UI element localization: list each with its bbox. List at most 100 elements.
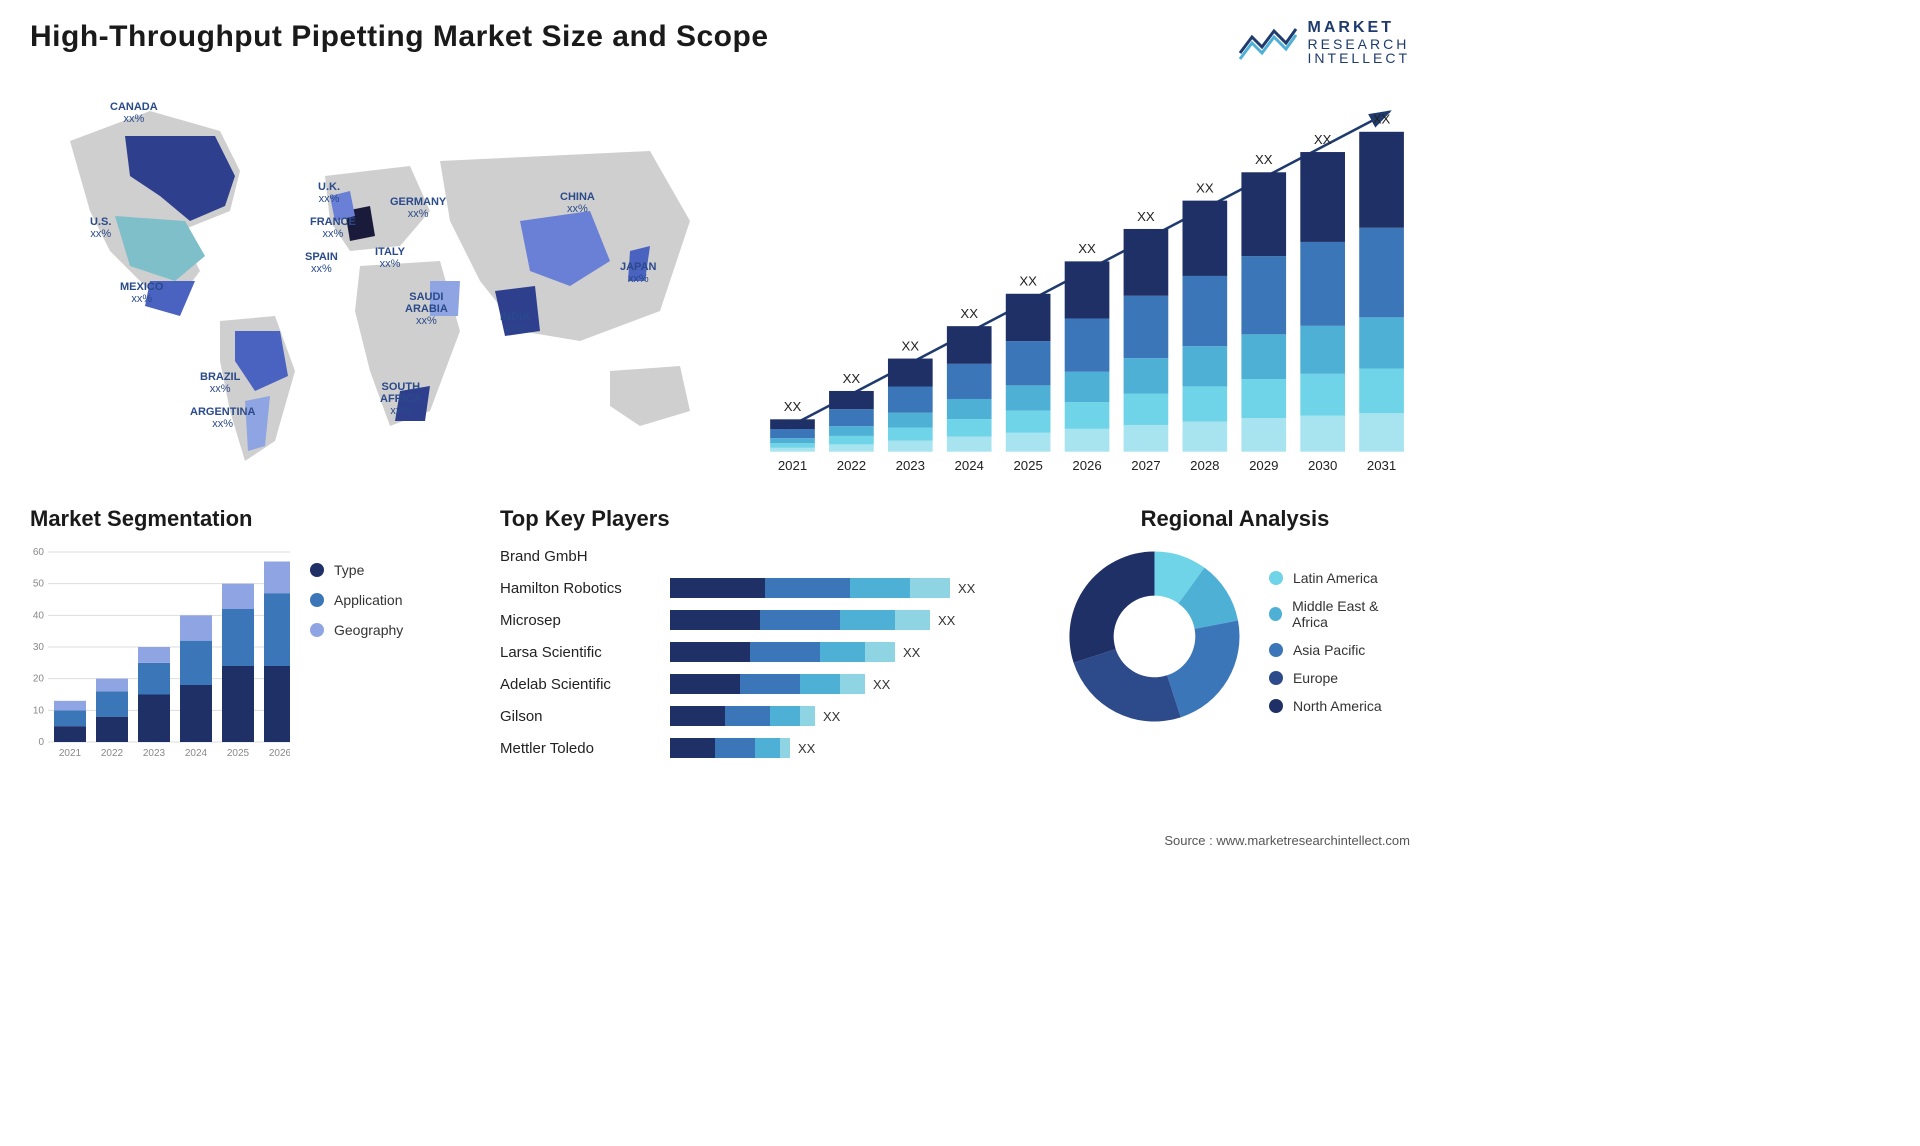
svg-text:XX: XX: [1196, 181, 1214, 196]
svg-text:2022: 2022: [837, 458, 866, 473]
svg-text:2025: 2025: [1013, 458, 1042, 473]
svg-text:XX: XX: [784, 399, 802, 414]
svg-text:30: 30: [33, 642, 45, 653]
logo-text-3: INTELLECT: [1308, 51, 1410, 66]
regional-analysis-panel: Regional Analysis Latin America Middle Ea…: [1060, 506, 1410, 762]
player-bar: [670, 674, 865, 694]
player-name: Hamilton Robotics: [500, 580, 670, 597]
map-label-argentina: ARGENTINAxx%: [190, 406, 255, 430]
svg-text:XX: XX: [1314, 132, 1332, 147]
map-label-uk: U.K.xx%: [318, 181, 340, 205]
region-legend-item: Middle East & Africa: [1269, 598, 1410, 630]
map-label-spain: SPAINxx%: [305, 251, 338, 275]
player-row: Brand GmbH: [500, 542, 1020, 570]
player-name: Mettler Toledo: [500, 740, 670, 757]
svg-text:40: 40: [33, 611, 45, 622]
map-label-brazil: BRAZILxx%: [200, 371, 240, 395]
svg-text:2029: 2029: [1249, 458, 1278, 473]
svg-text:50: 50: [33, 579, 45, 590]
player-bar: [670, 738, 790, 758]
player-row: MicrosepXX: [500, 606, 1020, 634]
logo-mark-icon: [1238, 23, 1298, 63]
segmentation-panel: Market Segmentation 0 10 20 30 40 50 60 2021 202…: [30, 506, 460, 762]
map-label-southafrica: SOUTHAFRICAxx%: [380, 381, 422, 417]
svg-text:2025: 2025: [227, 748, 250, 759]
player-row: Hamilton Robotics XX: [500, 574, 1020, 602]
regional-legend: Latin America Middle East & Africa Asia Pa…: [1269, 570, 1410, 714]
svg-text:XX: XX: [1137, 209, 1155, 224]
map-label-france: FRANCExx%: [310, 216, 356, 240]
logo-text-1: MARKET: [1308, 20, 1410, 37]
player-bar: [670, 610, 930, 630]
player-bar: [670, 642, 895, 662]
svg-text:XX: XX: [843, 371, 861, 386]
map-label-italy: ITALYxx%: [375, 246, 405, 270]
svg-text:60: 60: [33, 547, 45, 558]
segmentation-legend: Type Application Geography: [310, 542, 403, 762]
player-row: Mettler Toledo XX: [500, 734, 1020, 762]
region-legend-item: Europe: [1269, 670, 1410, 686]
svg-text:2028: 2028: [1190, 458, 1219, 473]
brand-logo: MARKET RESEARCH INTELLECT: [1238, 20, 1410, 66]
svg-text:2023: 2023: [143, 748, 166, 759]
map-label-canada: CANADAxx%: [110, 101, 158, 125]
player-value: XX: [958, 581, 975, 596]
player-row: Larsa Scientific XX: [500, 638, 1020, 666]
seg-legend-type: Type: [310, 562, 403, 578]
seg-legend-geography: Geography: [310, 622, 403, 638]
svg-text:2030: 2030: [1308, 458, 1337, 473]
svg-text:XX: XX: [902, 339, 920, 354]
segmentation-bar-chart: 0 10 20 30 40 50 60 2021 2022 2023 2024 2025 2026: [30, 542, 290, 762]
seg-legend-application: Application: [310, 592, 403, 608]
logo-text-2: RESEARCH: [1308, 37, 1410, 52]
svg-text:20: 20: [33, 674, 45, 685]
map-label-germany: GERMANYxx%: [390, 196, 446, 220]
svg-text:XX: XX: [1019, 274, 1037, 289]
player-name: Larsa Scientific: [500, 644, 670, 661]
svg-text:2027: 2027: [1131, 458, 1160, 473]
region-legend-item: Latin America: [1269, 570, 1410, 586]
player-row: Gilson XX: [500, 702, 1020, 730]
svg-text:2026: 2026: [269, 748, 290, 759]
segmentation-title: Market Segmentation: [30, 506, 460, 532]
svg-text:2022: 2022: [101, 748, 124, 759]
player-name: Adelab Scientific: [500, 676, 670, 693]
key-players-title: Top Key Players: [500, 506, 1020, 532]
player-value: XX: [903, 645, 920, 660]
player-value: XX: [873, 677, 890, 692]
region-legend-item: Asia Pacific: [1269, 642, 1410, 658]
forecast-bar-chart: XX2021XX2022XX2023XX2024XX2025XX2026XX20…: [760, 81, 1410, 482]
svg-text:XX: XX: [1255, 152, 1273, 167]
svg-text:2023: 2023: [896, 458, 925, 473]
world-map-panel: CANADAxx% U.S.xx% MEXICOxx% BRAZILxx% ARGENT…: [30, 81, 730, 476]
regional-title: Regional Analysis: [1060, 506, 1410, 532]
player-name: Brand GmbH: [500, 548, 670, 565]
player-row: Adelab Scientific XX: [500, 670, 1020, 698]
map-label-japan: JAPANxx%: [620, 261, 656, 285]
svg-text:XX: XX: [1078, 241, 1096, 256]
svg-text:10: 10: [33, 706, 45, 717]
svg-text:2031: 2031: [1367, 458, 1396, 473]
key-players-panel: Top Key Players Brand GmbH Hamilton Robot…: [500, 506, 1020, 762]
player-name: Microsep: [500, 612, 670, 629]
page-title: High-Throughput Pipetting Market Size an…: [30, 20, 769, 54]
map-label-us: U.S.xx%: [90, 216, 111, 240]
player-value: XX: [798, 741, 815, 756]
svg-text:0: 0: [38, 737, 44, 748]
region-legend-item: North America: [1269, 698, 1410, 714]
player-name: Gilson: [500, 708, 670, 725]
map-label-india: INDIAxx%: [500, 311, 530, 335]
player-value: XX: [823, 709, 840, 724]
svg-text:XX: XX: [1373, 112, 1391, 127]
map-label-saudiarabia: SAUDIARABIAxx%: [405, 291, 448, 327]
svg-text:2021: 2021: [59, 748, 82, 759]
map-label-china: CHINAxx%: [560, 191, 595, 215]
svg-text:XX: XX: [960, 306, 978, 321]
source-attribution: Source : www.marketresearchintellect.com: [1164, 833, 1410, 848]
map-label-mexico: MEXICOxx%: [120, 281, 163, 305]
svg-text:2024: 2024: [185, 748, 208, 759]
player-bar: [670, 578, 950, 598]
forecast-chart-panel: XX2021XX2022XX2023XX2024XX2025XX2026XX20…: [760, 81, 1410, 476]
regional-donut-chart: [1060, 542, 1249, 731]
svg-text:2021: 2021: [778, 458, 807, 473]
